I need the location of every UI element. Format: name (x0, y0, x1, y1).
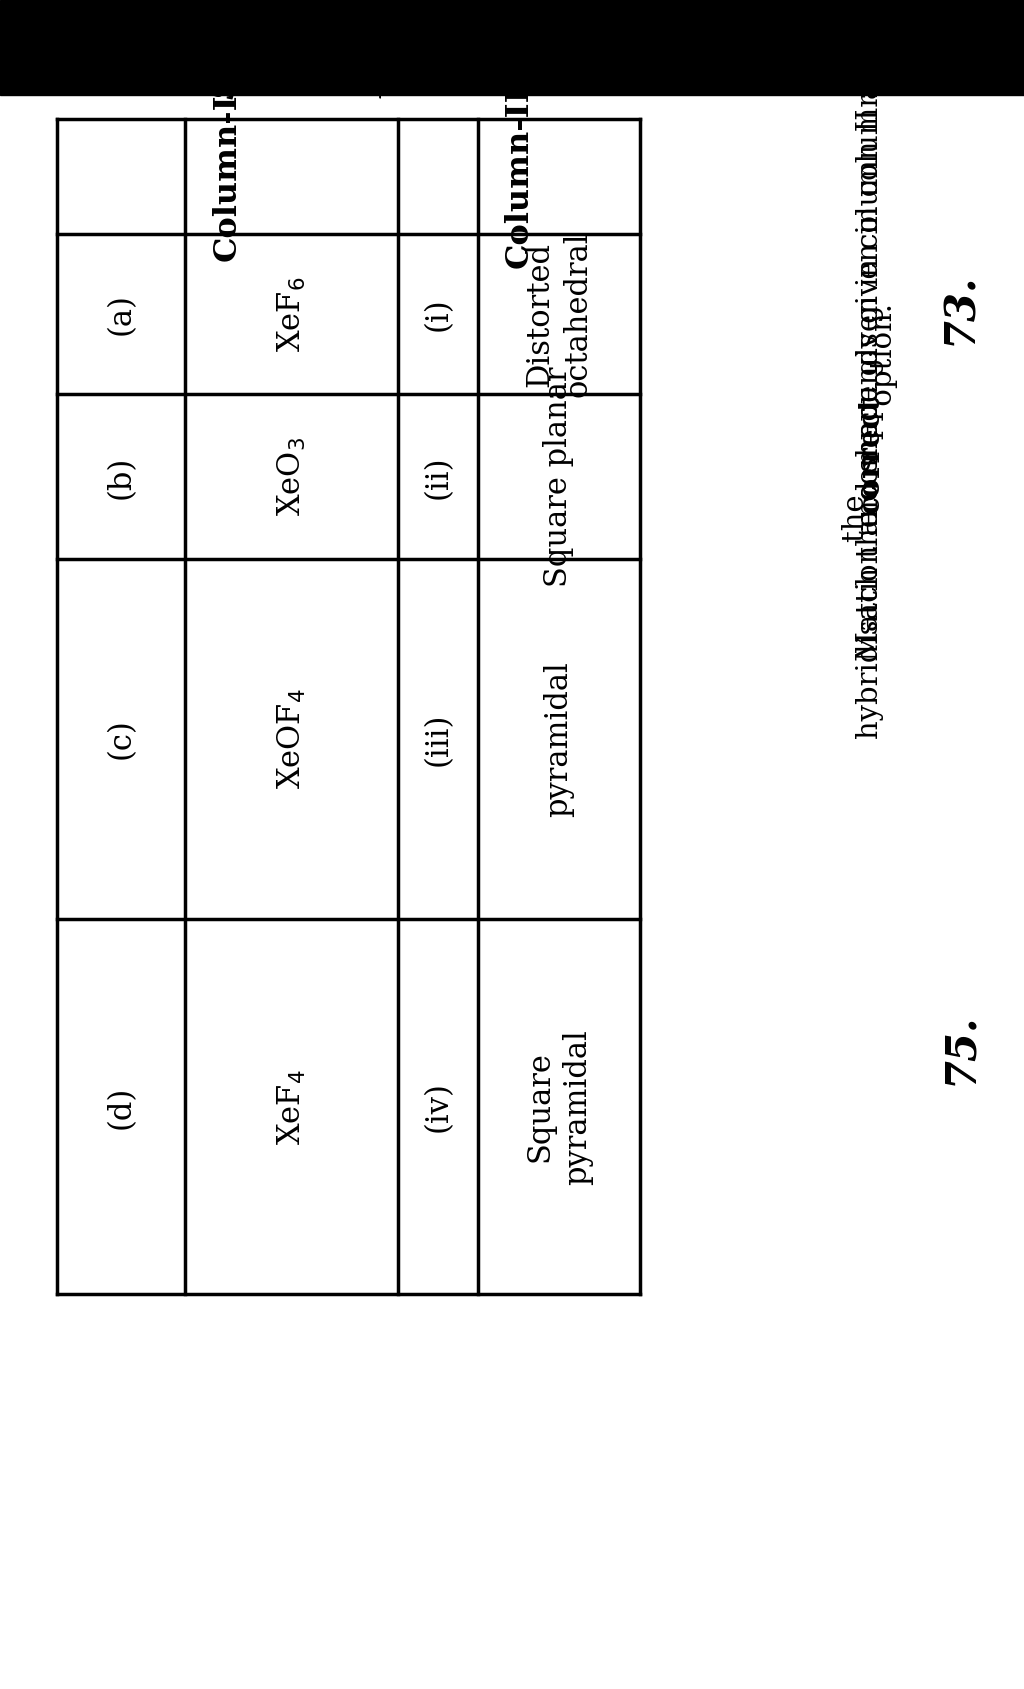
Text: XeOF$_4$: XeOF$_4$ (275, 689, 307, 789)
Text: 75.: 75. (939, 1013, 981, 1086)
Text: XeO$_3$: XeO$_3$ (275, 437, 307, 517)
Text: Column-I: Column-I (212, 93, 243, 260)
Text: correct: correct (855, 395, 885, 513)
Bar (0, 0, 1024, 95)
Text: (c): (c) (105, 718, 136, 760)
Text: Distorted
octahedral: Distorted octahedral (524, 231, 594, 397)
Text: Square planar: Square planar (544, 367, 574, 588)
Text: (iv): (iv) (423, 1081, 454, 1132)
Text: (d): (d) (105, 1086, 136, 1128)
Text: (b): (b) (105, 456, 136, 498)
Text: option.: option. (870, 302, 898, 415)
Text: Square
pyramidal: Square pyramidal (524, 1029, 594, 1186)
Text: (i): (i) (423, 297, 454, 331)
Text: (iii): (iii) (423, 713, 454, 765)
Text: Ans: Ans (358, 30, 391, 98)
Text: pyramidal: pyramidal (544, 660, 574, 817)
Text: (a): (a) (105, 294, 136, 334)
Text: 73.: 73. (939, 272, 981, 345)
Text: Sol.: Sol. (209, 29, 242, 100)
Text: (ii): (ii) (423, 456, 454, 498)
Text: Match the compounds given in column I with the: Match the compounds given in column I wi… (856, 0, 884, 660)
Text: the: the (842, 485, 870, 542)
Text: hybridisation and shape given in column II and mark: hybridisation and shape given in column … (856, 0, 884, 740)
Text: XeF$_4$: XeF$_4$ (275, 1069, 307, 1145)
Text: Column-II: Column-II (504, 86, 535, 269)
Text: XeF$_6$: XeF$_6$ (275, 277, 307, 351)
